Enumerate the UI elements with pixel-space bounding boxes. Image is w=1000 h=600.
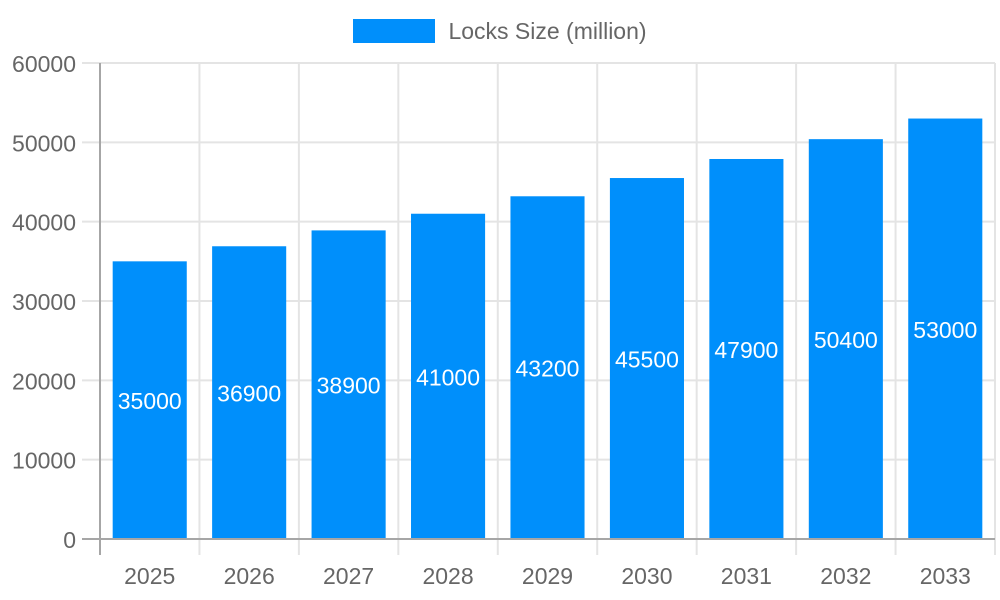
y-tick-label: 20000: [12, 368, 76, 394]
bar-value-label: 45500: [615, 347, 679, 373]
bar-value-label: 36900: [217, 381, 281, 407]
x-tick-label: 2033: [920, 563, 971, 589]
x-tick-label: 2031: [721, 563, 772, 589]
x-tick-label: 2028: [422, 563, 473, 589]
bar-value-label: 50400: [814, 327, 878, 353]
y-tick-label: 50000: [12, 130, 76, 156]
bar-value-label: 53000: [913, 317, 977, 343]
legend-label: Locks Size (million): [448, 17, 647, 44]
x-tick-label: 2026: [224, 563, 275, 589]
y-tick-label: 0: [63, 527, 76, 553]
x-tick-label: 2025: [124, 563, 175, 589]
legend-item[interactable]: Locks Size (million): [353, 17, 647, 44]
bar[interactable]: [311, 230, 386, 540]
bar[interactable]: [908, 118, 983, 540]
bar[interactable]: [609, 178, 684, 540]
legend-swatch: [353, 19, 436, 43]
chart-legend: Locks Size (million): [0, 19, 1000, 43]
bar[interactable]: [808, 139, 883, 539]
bar-value-label: 43200: [516, 356, 580, 382]
x-tick-label: 2029: [522, 563, 573, 589]
bar[interactable]: [411, 213, 486, 539]
bar[interactable]: [709, 158, 784, 539]
bar[interactable]: [212, 246, 287, 539]
bar-value-label: 35000: [118, 388, 182, 414]
y-tick-label: 30000: [12, 289, 76, 315]
bar[interactable]: [510, 196, 585, 539]
x-tick-label: 2027: [323, 563, 374, 589]
bar-value-label: 47900: [714, 337, 778, 363]
y-tick-label: 40000: [12, 210, 76, 236]
bar[interactable]: [112, 261, 187, 539]
bar-value-label: 41000: [416, 364, 480, 390]
bar-value-label: 38900: [317, 373, 381, 399]
y-tick-label: 60000: [12, 51, 76, 77]
x-tick-label: 2032: [820, 563, 871, 589]
y-tick-label: 10000: [12, 448, 76, 474]
x-tick-label: 2030: [621, 563, 672, 589]
